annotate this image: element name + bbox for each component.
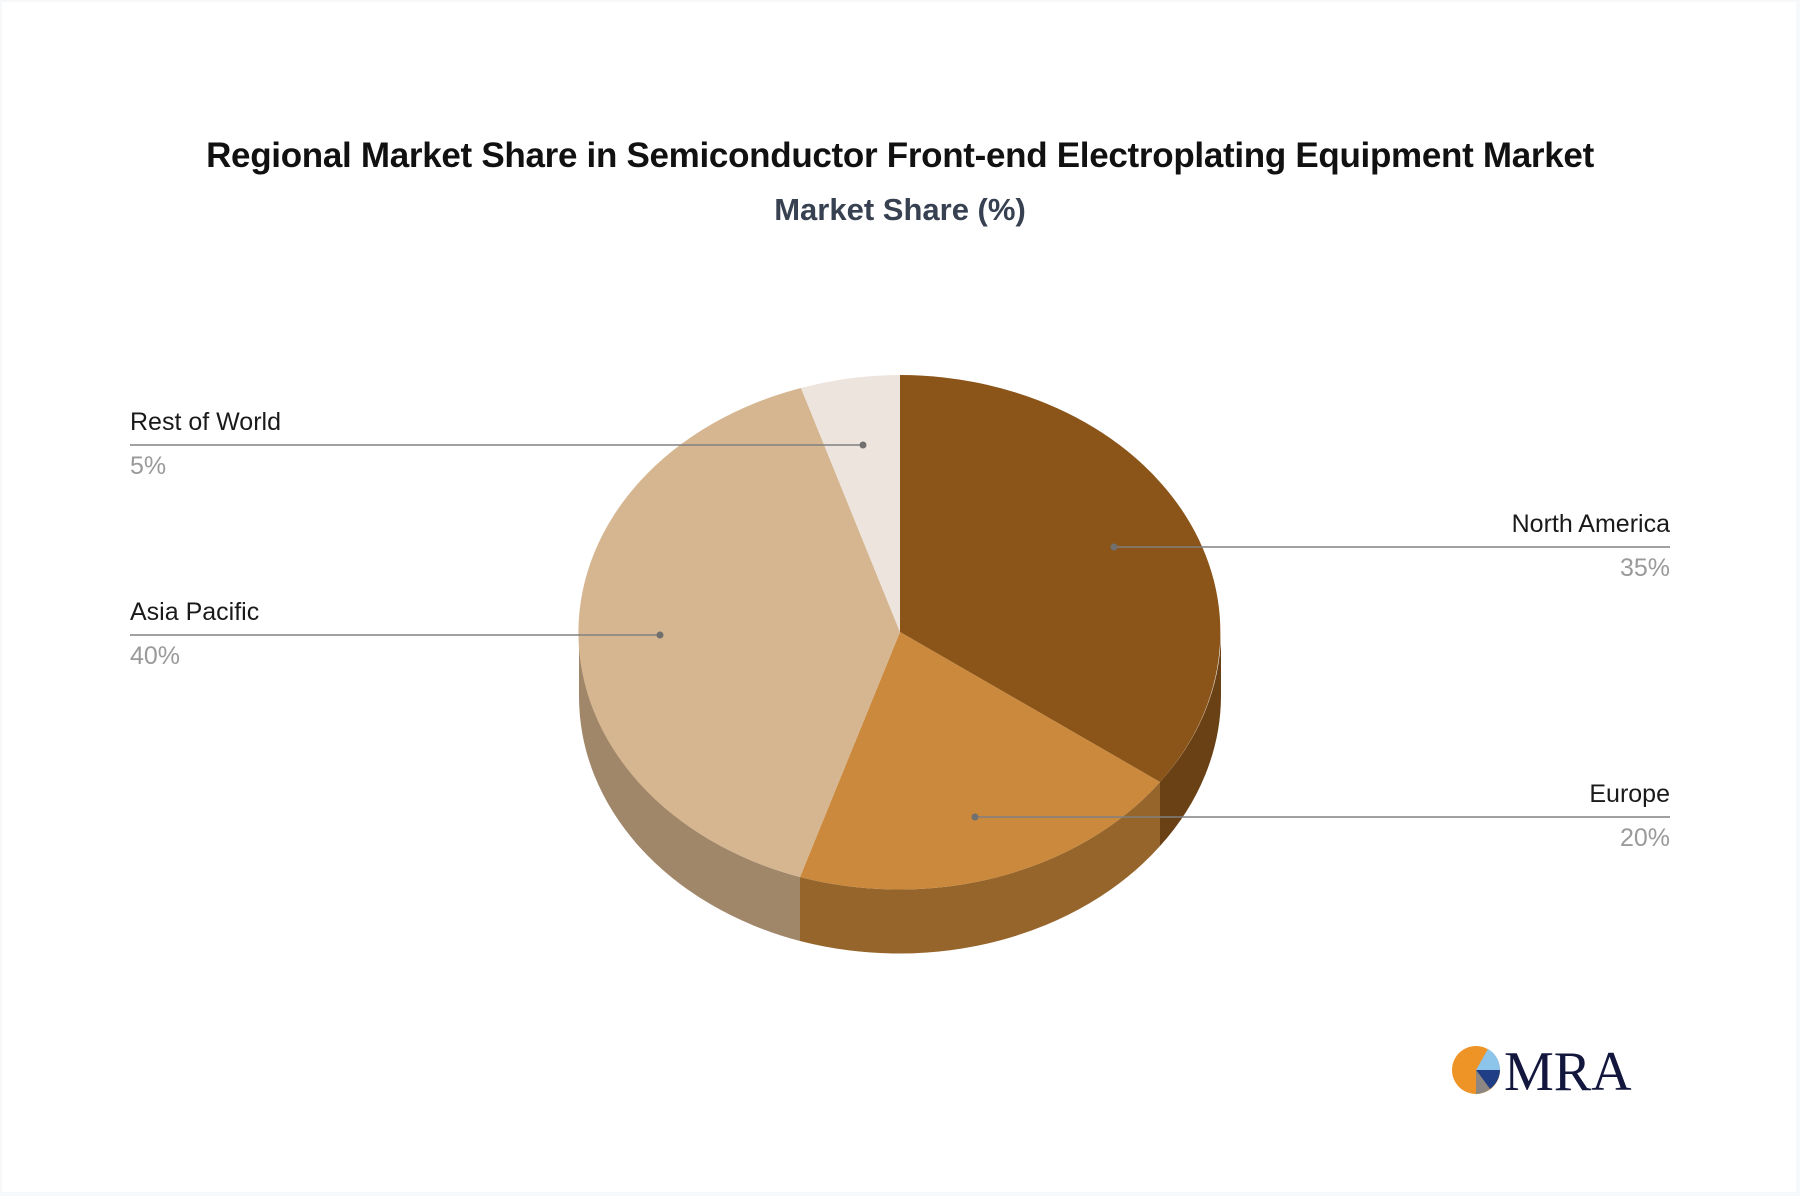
label-rest-of-world: Rest of World	[130, 408, 281, 436]
slice-north-america[interactable]	[900, 375, 1221, 782]
chart-title: Regional Market Share in Semiconductor F…	[206, 136, 1594, 175]
value-rest-of-world: 5%	[130, 452, 167, 480]
slice-side-europe	[800, 782, 1160, 954]
chart-subtitle: Market Share (%)	[774, 192, 1026, 227]
slice-asia-pacific[interactable]	[578, 388, 900, 877]
mra-logo: MRA	[1450, 1040, 1640, 1103]
logo-text: MRA	[1504, 1041, 1632, 1096]
value-asia-pacific: 40%	[130, 642, 181, 670]
slice-europe[interactable]	[800, 632, 1160, 890]
label-europe: Europe	[1589, 780, 1670, 808]
slice-side-north-america	[1160, 632, 1221, 846]
leader-dot-north-america	[1110, 543, 1118, 551]
leader-dot-asia-pacific	[656, 631, 664, 639]
leader-dot-europe	[971, 813, 979, 821]
leader-dot-rest-of-world	[859, 441, 867, 449]
logo-pie-icon: MRA	[1452, 1041, 1632, 1103]
slice-side-asia-pacific	[578, 632, 800, 941]
value-north-america: 35%	[1619, 554, 1670, 582]
label-north-america: North America	[1511, 510, 1670, 538]
value-europe: 20%	[1619, 824, 1670, 852]
leader-lines	[130, 441, 1670, 821]
slice-rest-of-world[interactable]	[801, 375, 900, 632]
label-asia-pacific: Asia Pacific	[130, 598, 260, 626]
